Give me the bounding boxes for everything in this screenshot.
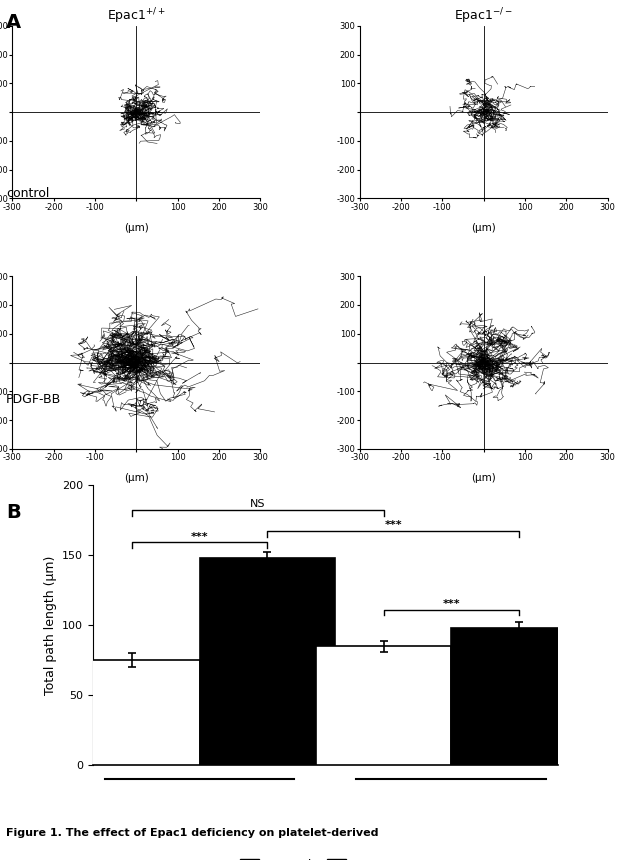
Text: ***: ***	[443, 599, 460, 609]
Text: PDGF-BB: PDGF-BB	[6, 393, 61, 407]
Text: B: B	[6, 503, 21, 522]
Text: ***: ***	[191, 531, 208, 542]
Text: control: control	[6, 187, 50, 200]
Bar	[200, 558, 335, 765]
Text: ***: ***	[384, 520, 402, 531]
Bar	[451, 628, 587, 765]
Y-axis label: Total path length (μm): Total path length (μm)	[43, 556, 56, 695]
Title: Epac1$^{+/+}$: Epac1$^{+/+}$	[107, 6, 166, 26]
Text: A: A	[6, 13, 21, 32]
Text: Figure 1. The effect of Epac1 deficiency on platelet-derived: Figure 1. The effect of Epac1 deficiency…	[6, 828, 379, 838]
X-axis label: (μm): (μm)	[471, 223, 496, 233]
X-axis label: (μm): (μm)	[471, 473, 496, 483]
X-axis label: (μm): (μm)	[124, 223, 149, 233]
Bar	[316, 646, 451, 765]
Bar	[64, 660, 200, 765]
Legend: control, PDGF-BB: control, PDGF-BB	[235, 854, 416, 860]
Text: NS: NS	[250, 500, 265, 509]
X-axis label: (μm): (μm)	[124, 473, 149, 483]
Title: Epac1$^{-/-}$: Epac1$^{-/-}$	[454, 6, 513, 26]
